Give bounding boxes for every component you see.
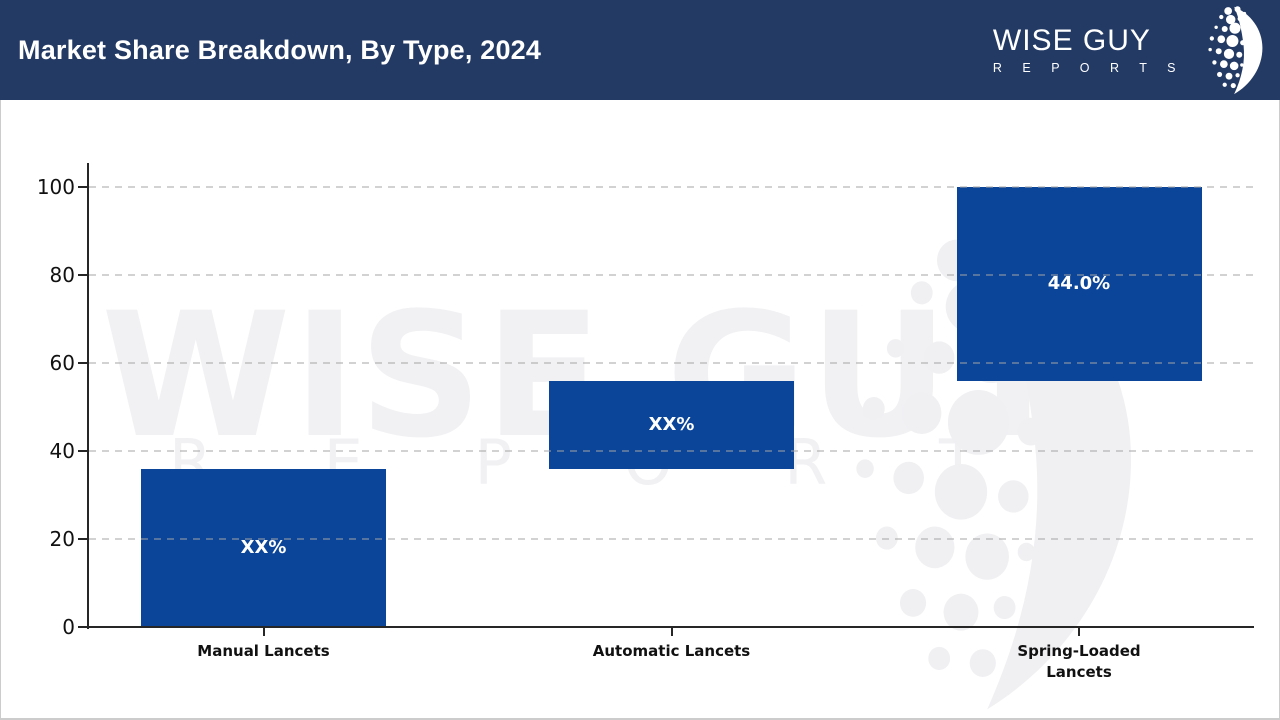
x-category-label-1: Automatic Lancets xyxy=(592,642,751,660)
y-tick-label-40: 40 xyxy=(49,439,75,463)
gridline-60 xyxy=(89,362,1254,364)
y-axis-line xyxy=(87,163,89,629)
x-category-label-0: Manual Lancets xyxy=(197,642,330,660)
gridline-40 xyxy=(89,450,1254,452)
header-bar: Market Share Breakdown, By Type, 2024 WI… xyxy=(0,0,1280,100)
y-tick-label-100: 100 xyxy=(36,175,75,199)
y-tick-mark-0 xyxy=(78,626,87,628)
bar-0: XX% xyxy=(141,468,386,627)
y-tick-label-0: 0 xyxy=(62,615,75,639)
bar-value-label-1: XX% xyxy=(648,414,695,436)
brand-subname: R E P O R T S xyxy=(992,60,1184,75)
y-tick-label-20: 20 xyxy=(49,527,75,551)
gridline-100 xyxy=(89,186,1254,188)
bar-value-label-0: XX% xyxy=(240,537,287,559)
x-tick-mark-0 xyxy=(262,628,265,636)
brand-head-icon xyxy=(1208,6,1263,95)
brand-name: WISE GUY xyxy=(992,23,1151,57)
y-tick-mark-20 xyxy=(78,538,87,540)
bar-value-label-2: 44.0% xyxy=(1047,273,1111,295)
chart-area: WISE GUY R E P O R T S 020406080100XX%Ma… xyxy=(0,100,1280,720)
bar-1: XX% xyxy=(549,380,794,469)
x-tick-mark-2 xyxy=(1078,628,1080,636)
y-tick-mark-60 xyxy=(78,362,87,364)
plot-region: 0 20 40 60 80 100 XX% Manual Lancets XX% Automati… xyxy=(37,163,1254,681)
x-category-label-2: Spring-Loaded Lancets xyxy=(1017,642,1141,681)
x-axis-line xyxy=(87,626,1254,628)
gridline-20 xyxy=(89,538,1254,540)
y-tick-mark-40 xyxy=(78,450,87,452)
gridline-80 xyxy=(89,274,1254,276)
y-tick-label-60: 60 xyxy=(49,351,75,375)
brand-logo: WISE GUY R E P O R T S xyxy=(993,4,1272,96)
y-tick-mark-100 xyxy=(78,186,87,188)
page-title: Market Share Breakdown, By Type, 2024 xyxy=(18,34,542,65)
bar-2: 44.0% xyxy=(956,187,1202,381)
y-tick-label-80: 80 xyxy=(49,263,75,287)
brand-logo-text: WISE GUY R E P O R T S xyxy=(992,23,1184,76)
y-tick-mark-80 xyxy=(78,274,87,276)
x-tick-mark-1 xyxy=(670,628,673,636)
